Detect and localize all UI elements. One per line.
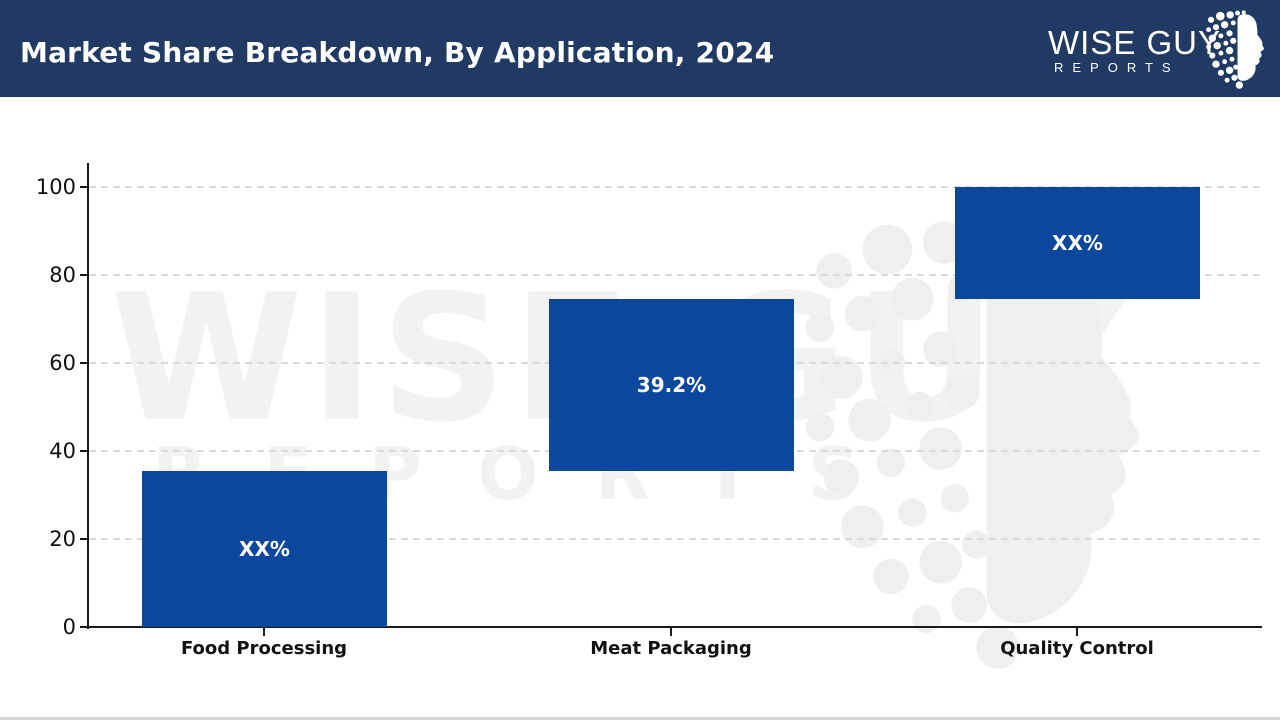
page-title: Market Share Breakdown, By Application, …	[20, 36, 775, 69]
wise-guy-reports-logo: WISE GUY REPORTS	[1040, 8, 1272, 92]
y-tick-80	[80, 274, 88, 276]
x-tick-0	[263, 628, 265, 636]
gridline-20	[89, 538, 1262, 540]
gridline-100	[89, 186, 1262, 188]
logo-text-wise-guy: WISE GUY	[1048, 24, 1222, 61]
y-tick-60	[80, 362, 88, 364]
y-tick-label-40: 40	[49, 439, 76, 463]
bottom-rule	[0, 717, 1280, 720]
logo-face-dots-icon	[1206, 10, 1264, 89]
y-tick-0	[80, 626, 88, 628]
y-tick-label-80: 80	[49, 263, 76, 287]
bar-quality-control: XX%	[955, 187, 1200, 299]
x-category-label: Food Processing	[180, 638, 348, 659]
x-axis-spine	[87, 626, 1262, 628]
y-tick-label-60: 60	[49, 351, 76, 375]
y-tick-label-0: 0	[62, 615, 76, 639]
y-axis-spine	[87, 163, 89, 629]
y-tick-label-20: 20	[49, 527, 76, 551]
y-tick-40	[80, 450, 88, 452]
y-tick-20	[80, 538, 88, 540]
header-bar: Market Share Breakdown, By Application, …	[0, 0, 1280, 97]
x-tick-2	[1076, 628, 1078, 636]
x-category-label: Quality Control	[1000, 638, 1154, 659]
logo-text-reports: REPORTS	[1054, 60, 1180, 75]
y-tick-label-100: 100	[35, 175, 76, 199]
bar-food-processing: XX%	[142, 471, 387, 627]
x-tick-1	[670, 628, 672, 636]
gridline-80	[89, 274, 1262, 276]
x-category-label: Meat Packaging	[590, 638, 752, 659]
bar-value-label: 39.2%	[636, 373, 707, 397]
bar-value-label: XX%	[239, 537, 290, 561]
bar-meat-packaging: 39.2%	[549, 299, 794, 471]
bar-value-label: XX%	[1052, 231, 1103, 255]
y-tick-100	[80, 186, 88, 188]
